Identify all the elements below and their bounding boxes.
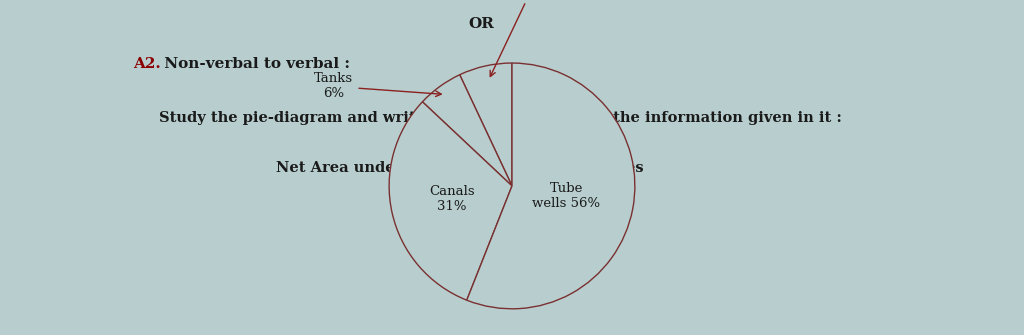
Text: Tube
wells 56%: Tube wells 56%	[532, 182, 600, 210]
Text: A2.: A2.	[133, 57, 161, 71]
Text: Other sources 7%: Other sources 7%	[471, 0, 590, 76]
Text: Tanks
6%: Tanks 6%	[314, 72, 441, 100]
Wedge shape	[389, 102, 512, 300]
Text: Net Area under irrigation by various sources: Net Area under irrigation by various sou…	[276, 161, 644, 175]
Wedge shape	[460, 63, 512, 186]
Wedge shape	[423, 75, 512, 186]
Text: OR: OR	[468, 17, 495, 31]
Text: Canals
31%: Canals 31%	[429, 185, 475, 213]
Wedge shape	[467, 63, 635, 309]
Text: Study the pie-diagram and write a paragraph based on the information given in it: Study the pie-diagram and write a paragr…	[159, 111, 842, 125]
Text: Non-verbal to verbal :: Non-verbal to verbal :	[159, 57, 350, 71]
